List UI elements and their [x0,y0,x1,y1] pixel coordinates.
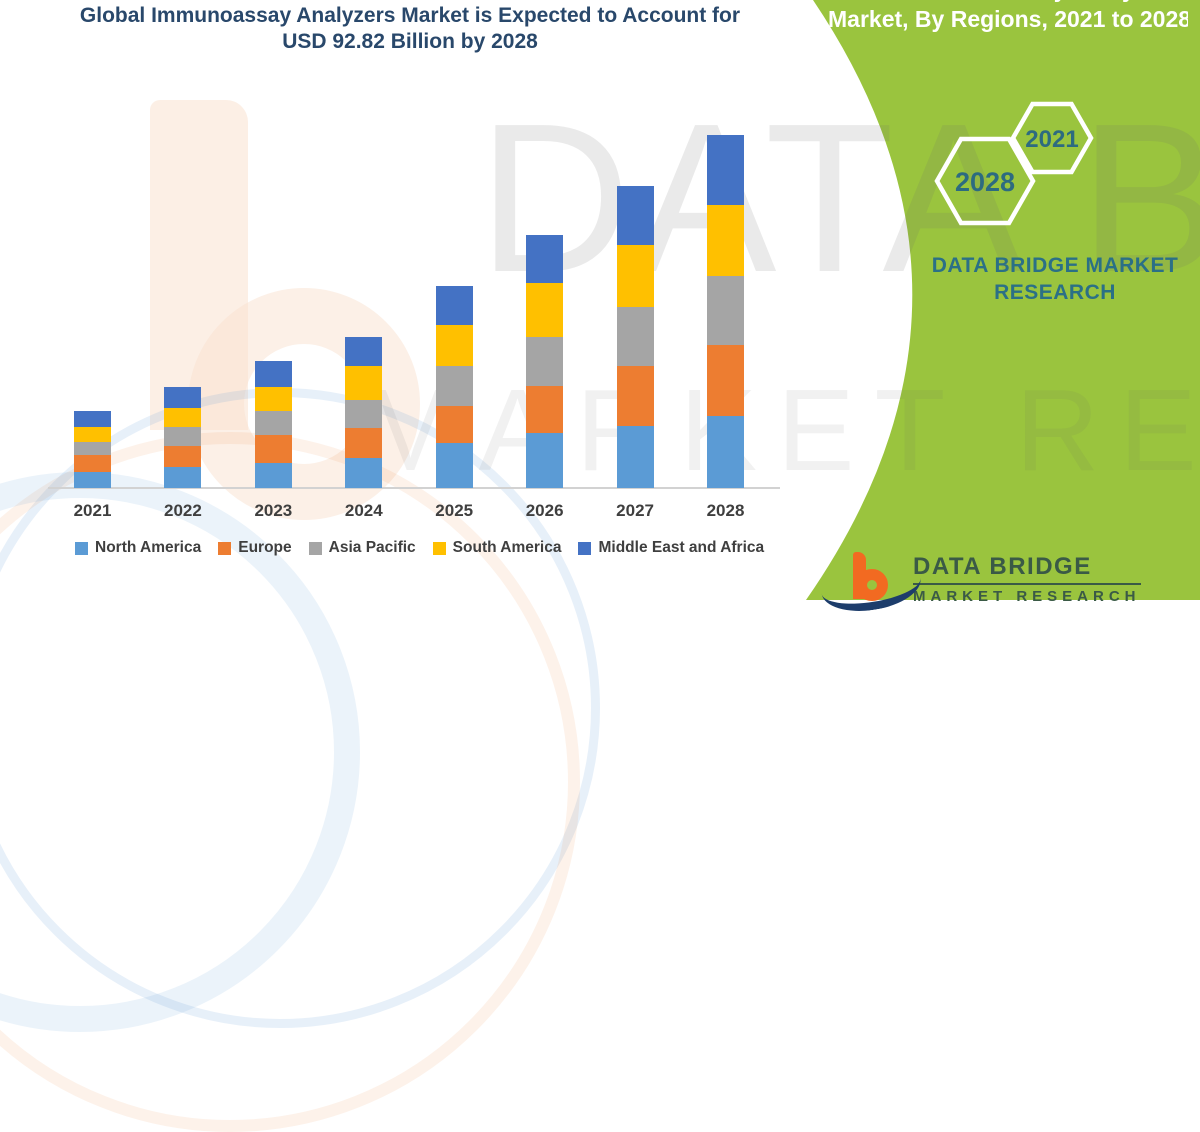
segment-asia-pacific-2023 [254,411,292,436]
segment-middle-east-and-africa-2021 [74,411,111,428]
x-label-2025: 2025 [435,501,474,520]
chart-title-line2: USD 92.82 Billion by 2028 [282,30,538,53]
legend-item-middle-east-and-africa: Middle East and Africa [578,539,764,557]
segment-north-america-2028 [707,415,744,488]
segment-north-america-2026 [526,433,564,488]
bar-2023 [254,361,292,488]
segment-europe-2026 [526,386,564,434]
segment-europe-2023 [254,435,292,463]
segment-middle-east-and-africa-2022 [164,386,202,408]
segment-middle-east-and-africa-2027 [616,185,654,245]
segment-middle-east-and-africa-2025 [435,286,473,325]
segment-asia-pacific-2022 [164,427,202,447]
segment-europe-2027 [616,365,654,427]
legend-swatch-icon [218,541,232,555]
segment-europe-2024 [345,427,383,458]
segment-asia-pacific-2028 [707,276,744,346]
legend-label: Europe [238,539,292,556]
green-side-panel [806,0,1200,600]
segment-south-america-2028 [707,204,744,277]
legend-item-asia-pacific: Asia Pacific [308,539,416,557]
segment-asia-pacific-2026 [526,336,564,387]
x-label-2021: 2021 [73,501,112,520]
bar-2026 [526,234,564,488]
chart-title-line1: Global Immunoassay Analyzers Market is E… [79,4,741,27]
x-label-2023: 2023 [254,501,293,520]
segment-south-america-2025 [435,324,473,366]
segment-asia-pacific-2024 [345,400,383,428]
chart-legend: North America Europe Asia Pacific South Ame… [75,539,764,557]
segment-europe-2028 [707,345,744,416]
segment-middle-east-and-africa-2023 [254,361,292,387]
segment-south-america-2024 [345,366,383,401]
legend-swatch-icon [578,541,592,555]
stacked-bar-chart: Global Immunoassay Analyzers Market is E… [36,3,784,557]
x-axis-line [48,487,780,489]
x-label-2024: 2024 [344,501,383,520]
segment-middle-east-and-africa-2026 [526,234,564,283]
segment-asia-pacific-2027 [616,306,654,366]
bar-2027 [616,185,654,488]
legend-swatch-icon [432,541,446,555]
legend-label: Middle East and Africa [598,539,765,556]
bar-2024 [345,336,383,488]
segment-europe-2021 [74,455,111,472]
bar-2025 [435,286,473,488]
x-label-2028: 2028 [706,501,745,520]
segment-north-america-2027 [616,426,654,488]
legend-swatch-icon [75,541,88,555]
segment-south-america-2022 [164,407,202,428]
legend-label: North America [95,539,202,556]
segment-europe-2022 [164,446,202,468]
segment-north-america-2021 [74,472,111,488]
segment-north-america-2024 [345,457,383,488]
segment-north-america-2023 [254,462,292,488]
segment-north-america-2025 [435,443,473,488]
bar-2022 [164,386,202,488]
legend-item-south-america: South America [432,539,562,557]
legend-swatch-icon [308,541,322,555]
segment-south-america-2023 [254,386,292,412]
legend-item-north-america: North America [75,539,201,557]
x-label-2022: 2022 [164,501,202,520]
segment-europe-2025 [435,405,473,444]
chart-title: Global Immunoassay Analyzers Market is E… [36,3,784,55]
segment-south-america-2026 [526,282,564,337]
legend-item-europe: Europe [218,539,292,557]
segment-asia-pacific-2021 [74,442,111,456]
x-label-2026: 2026 [525,501,564,520]
segment-asia-pacific-2025 [435,365,473,406]
bar-2021 [74,411,111,488]
bar-2028 [707,134,744,488]
segment-middle-east-and-africa-2024 [345,336,383,367]
legend-label: South America [452,539,562,556]
segment-south-america-2021 [74,427,111,443]
segment-south-america-2027 [616,244,654,307]
legend-label: Asia Pacific [328,539,416,556]
x-label-2027: 2027 [616,501,654,520]
segment-middle-east-and-africa-2028 [707,134,744,205]
segment-north-america-2022 [164,467,202,488]
